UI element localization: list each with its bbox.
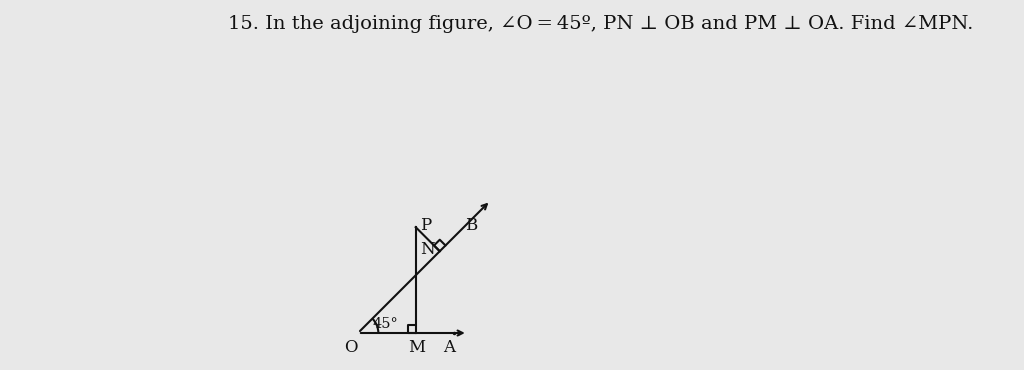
- Text: M: M: [408, 339, 425, 356]
- Text: A: A: [443, 339, 456, 356]
- Text: N: N: [421, 241, 435, 258]
- Text: 15. In the adjoining figure, ∠O = 45º, PN ⊥ OB and PM ⊥ OA. Find ∠MPN.: 15. In the adjoining figure, ∠O = 45º, P…: [228, 15, 974, 33]
- Text: 45°: 45°: [373, 317, 398, 331]
- Text: O: O: [345, 339, 358, 356]
- Text: B: B: [465, 217, 477, 234]
- Text: P: P: [421, 217, 432, 234]
